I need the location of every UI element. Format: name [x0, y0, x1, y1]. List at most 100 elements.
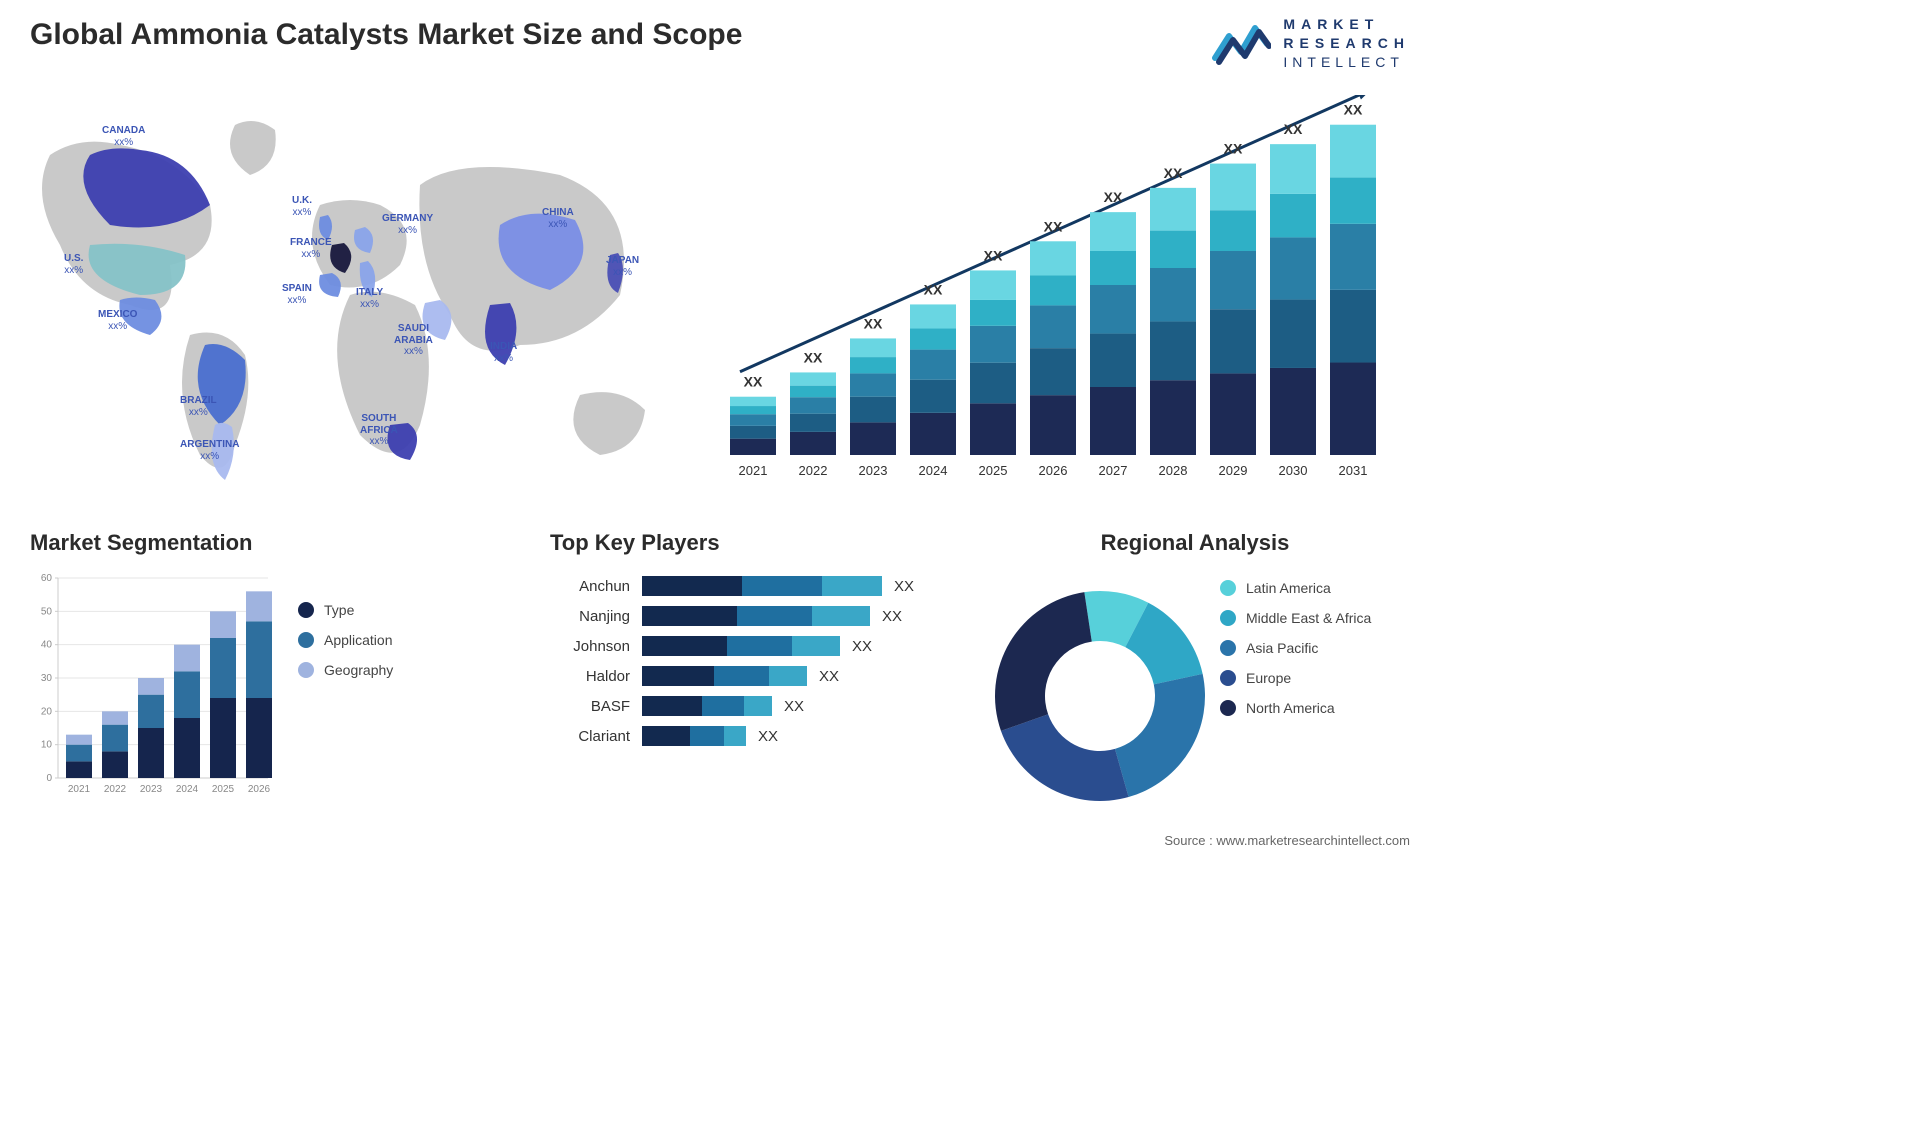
player-bar-segment — [744, 696, 772, 716]
legend-label: Latin America — [1246, 580, 1331, 596]
svg-text:40: 40 — [41, 640, 53, 651]
svg-text:XX: XX — [1284, 121, 1303, 137]
svg-text:XX: XX — [924, 281, 943, 297]
key-players-panel: Top Key Players AnchunXXNanjingXXJohnson… — [550, 530, 950, 810]
svg-text:2027: 2027 — [1099, 463, 1128, 478]
player-label: Nanjing — [550, 608, 630, 625]
legend-label: Type — [324, 602, 354, 618]
segmentation-legend-geography: Geography — [298, 662, 393, 678]
player-bar — [642, 726, 746, 746]
player-bar-segment — [769, 666, 807, 686]
svg-text:XX: XX — [984, 247, 1003, 263]
legend-label: Europe — [1246, 670, 1291, 686]
svg-text:2030: 2030 — [1279, 463, 1308, 478]
player-row-anchun: Anchun XX — [550, 576, 950, 596]
player-label: BASF — [550, 698, 630, 715]
player-bar-segment — [724, 726, 746, 746]
player-bar — [642, 666, 807, 686]
player-label: Johnson — [550, 638, 630, 655]
segmentation-legend: Type Application Geography — [298, 602, 393, 802]
svg-text:30: 30 — [41, 673, 53, 684]
legend-label: Geography — [324, 662, 393, 678]
segmentation-legend-application: Application — [298, 632, 393, 648]
player-bar-segment — [642, 666, 714, 686]
svg-text:XX: XX — [1164, 165, 1183, 181]
svg-text:20: 20 — [41, 706, 53, 717]
world-map-svg — [20, 95, 660, 485]
segmentation-chart-svg: 0102030405060202120222023202420252026 — [30, 572, 280, 802]
regional-donut-svg — [980, 566, 1220, 806]
regional-legend: Latin America Middle East & Africa Asia Pa… — [1220, 580, 1371, 806]
regional-legend-north-america: North America — [1220, 700, 1371, 716]
regional-legend-asia-pacific: Asia Pacific — [1220, 640, 1371, 656]
player-bar-segment — [737, 606, 812, 626]
legend-swatch — [1220, 580, 1236, 596]
svg-text:0: 0 — [46, 773, 52, 784]
legend-swatch — [1220, 670, 1236, 686]
legend-swatch — [298, 602, 314, 618]
players-chart: AnchunXXNanjingXXJohnsonXXHaldorXXBASFXX… — [550, 576, 950, 746]
regional-title: Regional Analysis — [980, 530, 1410, 556]
svg-text:2021: 2021 — [68, 784, 91, 795]
segmentation-legend-type: Type — [298, 602, 393, 618]
svg-text:XX: XX — [1344, 102, 1363, 118]
svg-text:XX: XX — [1104, 189, 1123, 205]
player-value: XX — [852, 638, 872, 655]
player-bar-segment — [642, 726, 690, 746]
player-row-basf: BASFXX — [550, 696, 950, 716]
svg-text:2026: 2026 — [1039, 463, 1068, 478]
regional-legend-middle-east-africa: Middle East & Africa — [1220, 610, 1371, 626]
svg-text:XX: XX — [1224, 141, 1243, 157]
svg-text:2023: 2023 — [140, 784, 163, 795]
svg-text:XX: XX — [1044, 218, 1063, 234]
player-label: Anchun — [550, 578, 630, 595]
player-row-johnson: Johnson XX — [550, 636, 950, 656]
regional-analysis-panel: Regional Analysis Latin America Middle Ea… — [980, 530, 1410, 810]
logo-line-1: MARKET — [1283, 15, 1410, 34]
svg-text:50: 50 — [41, 606, 53, 617]
player-value: XX — [819, 668, 839, 685]
segmentation-title: Market Segmentation — [30, 530, 450, 556]
player-bar-segment — [642, 576, 742, 596]
player-bar-segment — [822, 576, 882, 596]
svg-text:2028: 2028 — [1159, 463, 1188, 478]
svg-text:2023: 2023 — [859, 463, 888, 478]
svg-text:2024: 2024 — [919, 463, 948, 478]
player-bar — [642, 606, 870, 626]
legend-label: Asia Pacific — [1246, 640, 1318, 656]
svg-text:2026: 2026 — [248, 784, 271, 795]
player-bar-segment — [690, 726, 724, 746]
svg-text:2024: 2024 — [176, 784, 199, 795]
svg-text:2029: 2029 — [1219, 463, 1248, 478]
svg-text:2025: 2025 — [212, 784, 235, 795]
legend-label: North America — [1246, 700, 1335, 716]
player-label: Clariant — [550, 728, 630, 745]
player-row-haldor: HaldorXX — [550, 666, 950, 686]
svg-text:XX: XX — [744, 374, 763, 390]
growth-chart: XX2021XX2022XX2023XX2024XX2025XX2026XX20… — [710, 95, 1410, 485]
player-bar — [642, 696, 772, 716]
player-value: XX — [882, 608, 902, 625]
svg-text:XX: XX — [804, 349, 823, 365]
player-bar-segment — [642, 606, 737, 626]
svg-text:60: 60 — [41, 573, 53, 584]
source-attribution: Source : www.marketresearchintellect.com — [1164, 833, 1410, 848]
svg-text:XX: XX — [864, 315, 883, 331]
world-map: CANADAxx%U.S.xx%MEXICOxx%BRAZILxx%ARGENT… — [20, 95, 660, 485]
player-bar — [642, 576, 882, 596]
logo-line-2: RESEARCH — [1283, 34, 1410, 53]
legend-label: Middle East & Africa — [1246, 610, 1371, 626]
player-value: XX — [894, 578, 914, 595]
logo-line-3: INTELLECT — [1283, 53, 1410, 72]
player-bar-segment — [702, 696, 744, 716]
player-bar-segment — [642, 696, 702, 716]
svg-text:2031: 2031 — [1339, 463, 1368, 478]
logo-text: MARKET RESEARCH INTELLECT — [1283, 15, 1410, 72]
growth-chart-svg: XX2021XX2022XX2023XX2024XX2025XX2026XX20… — [710, 95, 1410, 485]
player-bar-segment — [642, 636, 727, 656]
regional-legend-latin-america: Latin America — [1220, 580, 1371, 596]
svg-text:2022: 2022 — [799, 463, 828, 478]
legend-swatch — [1220, 640, 1236, 656]
player-bar-segment — [812, 606, 870, 626]
player-bar-segment — [742, 576, 822, 596]
